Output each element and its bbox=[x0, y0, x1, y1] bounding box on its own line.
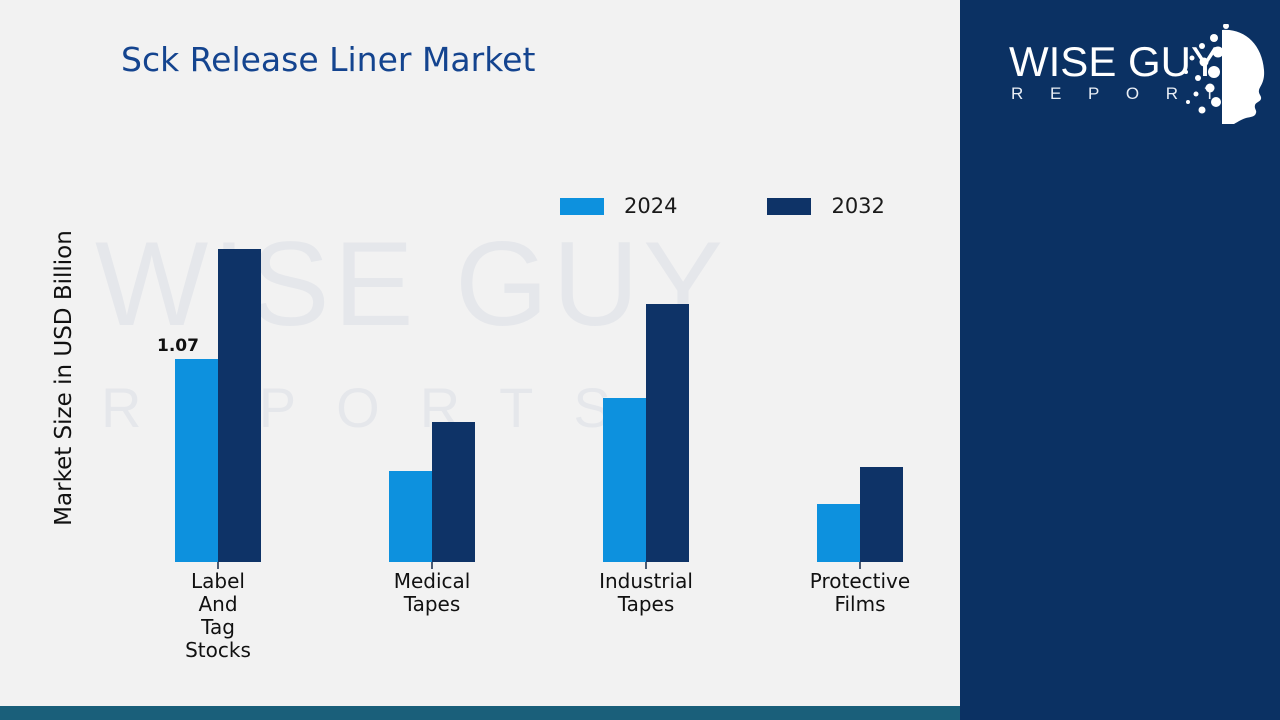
category-label-2-line-1: Tapes bbox=[617, 592, 675, 616]
legend-label-2032: 2032 bbox=[831, 194, 885, 218]
category-label-3-line-1: Films bbox=[834, 592, 886, 616]
legend-swatch-2032 bbox=[767, 197, 812, 215]
bottom-accent-strip bbox=[0, 706, 960, 720]
chart-title: Sck Release Liner Market bbox=[121, 40, 536, 79]
category-label-1-line-0: Medical bbox=[393, 569, 471, 593]
logo-wordmark-bottom: R E P O R T S bbox=[1011, 84, 1264, 103]
category-label-3-line-0: Protective bbox=[809, 569, 911, 593]
axis-tick-0 bbox=[217, 562, 219, 569]
brand-panel: WISE GUY R E P O R T S bbox=[960, 0, 1280, 720]
category-label-2-line-0: Industrial bbox=[599, 569, 693, 593]
bar-2024-0[interactable] bbox=[175, 359, 218, 562]
y-axis-label-text: Market Size in USD Billion bbox=[51, 230, 77, 526]
category-label-3: Protective Films bbox=[780, 570, 940, 616]
legend-swatch-2024 bbox=[560, 197, 604, 215]
category-label-1-line-1: Tapes bbox=[403, 592, 461, 616]
category-label-0-line-2: Tag bbox=[201, 615, 235, 639]
bar-2024-1[interactable] bbox=[389, 471, 432, 562]
category-label-0-line-1: And bbox=[198, 592, 238, 616]
head-silhouette-icon bbox=[960, 140, 1020, 560]
category-label-0: Label And Tag Stocks bbox=[138, 570, 298, 662]
axis-tick-2 bbox=[645, 562, 647, 569]
bar-2032-3[interactable] bbox=[860, 467, 903, 562]
category-label-2: Industrial Tapes bbox=[566, 570, 726, 616]
category-label-0-line-0: Label bbox=[191, 569, 245, 593]
chart-legend: 2024 2032 bbox=[560, 194, 885, 218]
bar-2024-2[interactable] bbox=[603, 398, 646, 562]
legend-item-2024[interactable]: 2024 bbox=[560, 194, 677, 218]
category-label-0-line-3: Stocks bbox=[185, 638, 251, 662]
legend-item-2032[interactable]: 2032 bbox=[767, 194, 885, 218]
plot-area: 1.07 Label And Tag Stocks Medical Tapes bbox=[95, 180, 935, 662]
bar-2024-3[interactable] bbox=[817, 504, 860, 562]
bar-value-2024-0: 1.07 bbox=[157, 336, 199, 356]
bar-2032-0[interactable] bbox=[218, 249, 261, 562]
axis-tick-1 bbox=[431, 562, 433, 569]
bar-2032-1[interactable] bbox=[432, 422, 475, 562]
y-axis-label: Market Size in USD Billion bbox=[44, 188, 84, 568]
bar-2032-2[interactable] bbox=[646, 304, 689, 562]
axis-tick-3 bbox=[859, 562, 861, 569]
logo-wordmark-top: WISE GUY bbox=[1009, 38, 1220, 85]
logo-head-profile-dots-icon bbox=[1184, 24, 1265, 124]
brand-logo: WISE GUY R E P O R T S bbox=[985, 18, 1265, 124]
legend-label-2024: 2024 bbox=[624, 194, 678, 218]
category-label-1: Medical Tapes bbox=[352, 570, 512, 616]
